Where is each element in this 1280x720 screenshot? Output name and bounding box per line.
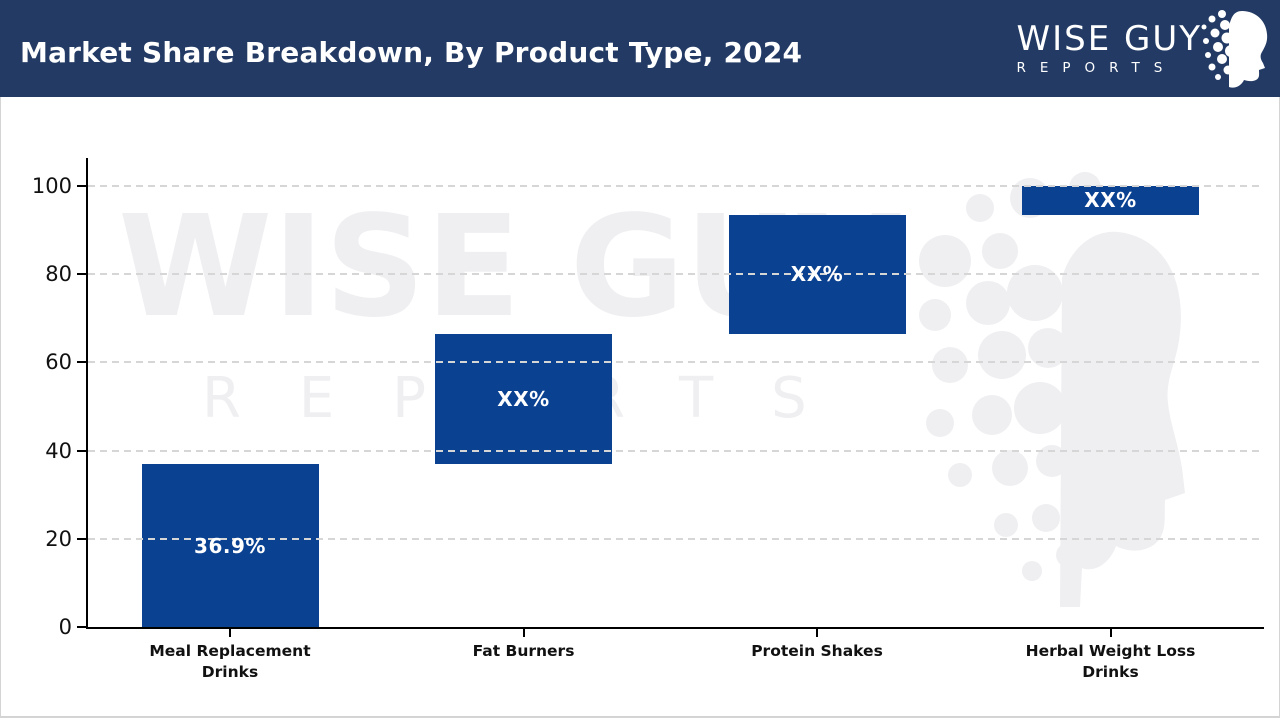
x-axis-line	[86, 627, 1264, 629]
left-border-line	[0, 97, 1, 717]
y-tick-100	[77, 185, 86, 187]
x-axis-category-label-line: Herbal Weight Loss	[1025, 642, 1196, 660]
x-axis-category-label: Protein Shakes	[687, 641, 947, 662]
x-axis-category-label: Meal Replacement Drinks	[100, 641, 360, 682]
logo-wordmark: WISE GUY REPORTS	[1016, 18, 1202, 77]
y-axis-tick-label: 80	[45, 262, 72, 287]
bar-value-label: 36.9%	[194, 533, 266, 558]
logo-subtitle-text: REPORTS	[1016, 60, 1177, 77]
y-axis-tick-label: 0	[58, 615, 72, 639]
gridline-80	[88, 273, 1264, 276]
gridline-100	[88, 185, 1264, 187]
x-axis-category-label: Herbal Weight Loss Drinks	[981, 641, 1241, 682]
logo-title-text: WISE GUY	[1016, 18, 1202, 59]
y-axis-line	[86, 158, 88, 629]
y-tick-0	[77, 626, 86, 628]
gridline-40	[88, 449, 1264, 452]
y-tick-20	[77, 537, 86, 540]
x-tick	[522, 629, 525, 637]
bar-segment	[141, 464, 319, 627]
x-axis-category-label-line: Protein Shakes	[751, 642, 883, 660]
header-band: Market Share Breakdown, By Product Type,…	[0, 0, 1280, 97]
plot-area: 0 20 40 60 80 100 36.9% Meal Replacement Drinks X…	[0, 97, 1280, 717]
y-tick-80	[77, 273, 86, 276]
x-tick	[229, 629, 231, 637]
bar-value-label: XX%	[790, 262, 844, 287]
wise-guy-logo: WISE GUY REPORTS	[1016, 6, 1270, 92]
x-axis-category-label-line: Drinks	[201, 662, 259, 681]
x-axis-category-label-line: Meal Replacement	[149, 642, 311, 660]
page-title: Market Share Breakdown, By Product Type,…	[20, 36, 803, 69]
bar-value-label: XX%	[1084, 188, 1137, 213]
bar-segment	[435, 333, 612, 465]
x-axis-category-label: Fat Burners	[394, 641, 654, 662]
y-tick-60	[77, 361, 86, 364]
bar-segment	[1022, 186, 1199, 215]
x-axis-category-label-line: Drinks	[1082, 662, 1139, 681]
y-axis-tick-label: 40	[45, 438, 72, 463]
x-axis-category-label-line: Fat Burners	[472, 642, 575, 660]
watermark-face-icon	[919, 172, 1185, 607]
bottom-border-line	[0, 716, 1280, 718]
y-axis-tick-label: 60	[45, 350, 72, 375]
gridline-60	[88, 361, 1264, 364]
x-tick	[816, 629, 818, 637]
x-tick	[1109, 629, 1112, 637]
logo-face-icon	[1201, 10, 1268, 88]
y-axis-tick-label: 100	[31, 174, 72, 198]
y-axis-tick-label: 20	[45, 526, 72, 551]
bar-value-label: XX%	[497, 387, 550, 411]
y-tick-40	[77, 449, 86, 452]
gridline-20	[88, 537, 1264, 540]
